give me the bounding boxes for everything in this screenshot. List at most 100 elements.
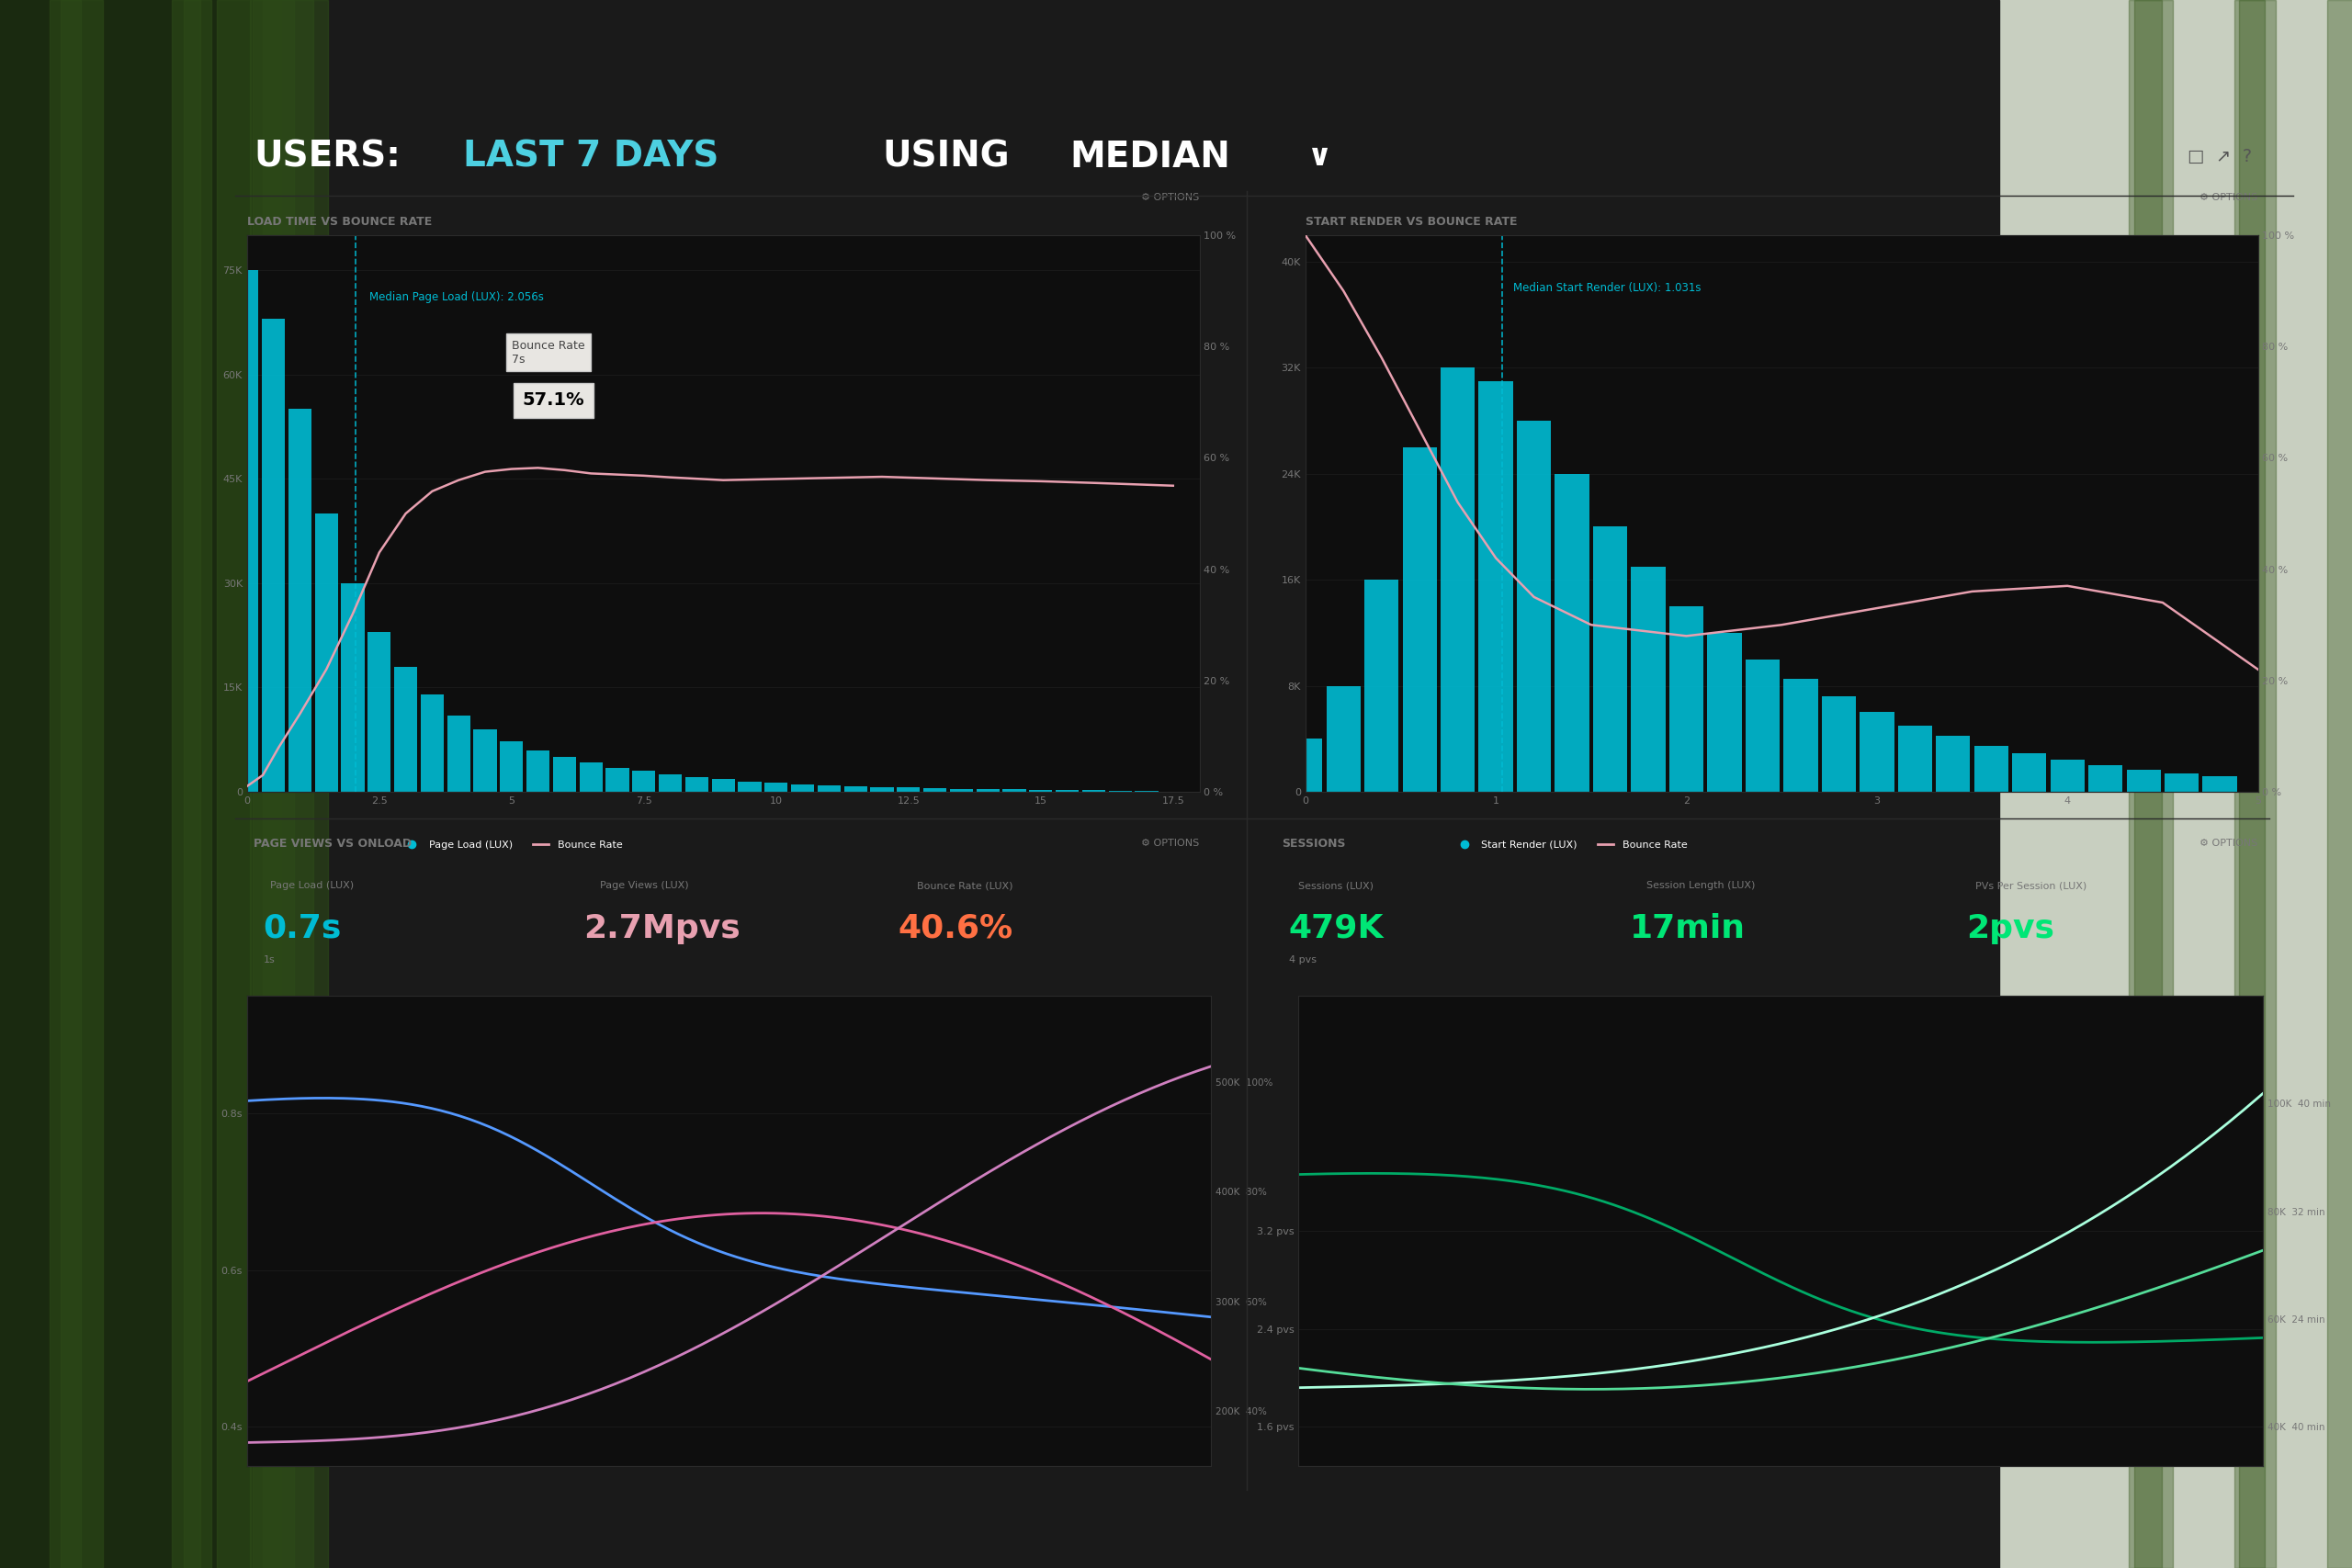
Bar	[1898, 726, 1931, 792]
Bar	[2138, 0, 2171, 1568]
Text: Median Page Load (LUX): 2.056s: Median Page Load (LUX): 2.056s	[369, 290, 543, 303]
Text: PVs Per Session (LUX): PVs Per Session (LUX)	[1976, 881, 2086, 891]
Text: 17min: 17min	[1630, 913, 1745, 944]
Bar	[1973, 745, 2009, 792]
Bar	[924, 789, 946, 792]
Bar	[1479, 381, 1512, 792]
Bar	[473, 729, 496, 792]
Bar	[2063, 0, 2077, 1568]
Bar	[395, 666, 416, 792]
Text: ⚙ OPTIONS: ⚙ OPTIONS	[2199, 193, 2258, 202]
Bar	[1555, 474, 1590, 792]
Bar	[1860, 712, 1893, 792]
Bar	[1030, 790, 1051, 792]
Bar	[579, 762, 602, 792]
Bar	[950, 789, 974, 792]
Bar	[16, 0, 82, 1568]
Bar	[240, 0, 296, 1568]
Text: Median Start Render (LUX): 1.031s: Median Start Render (LUX): 1.031s	[1512, 282, 1700, 293]
Text: START RENDER VS BOUNCE RATE: START RENDER VS BOUNCE RATE	[1305, 216, 1517, 227]
Text: ⚙ OPTIONS: ⚙ OPTIONS	[1141, 193, 1200, 202]
Bar	[282, 0, 1999, 1568]
Bar	[633, 771, 656, 792]
Bar	[235, 270, 259, 792]
Bar	[1708, 633, 1740, 792]
Bar	[2204, 776, 2237, 792]
Bar	[289, 409, 310, 792]
Text: Bounce Rate
7s: Bounce Rate 7s	[513, 340, 586, 365]
Bar	[1517, 420, 1550, 792]
Bar	[739, 781, 762, 792]
Bar	[2147, 0, 2161, 1568]
Bar	[1327, 685, 1359, 792]
Bar	[976, 789, 1000, 792]
Bar	[1936, 735, 1971, 792]
Bar	[1364, 580, 1399, 792]
Bar	[2159, 0, 2192, 1568]
Text: LAST 7 DAYS: LAST 7 DAYS	[463, 140, 720, 174]
Bar	[818, 786, 840, 792]
Bar	[844, 786, 868, 792]
Bar	[713, 779, 734, 792]
Bar	[2164, 773, 2199, 792]
Text: □  ↗  ?: □ ↗ ?	[2187, 147, 2251, 166]
Bar	[1442, 368, 1475, 792]
Bar	[1670, 607, 1703, 792]
Text: 2.7Mpvs: 2.7Mpvs	[583, 913, 741, 944]
Bar	[2013, 753, 2046, 792]
Text: USING: USING	[882, 140, 1009, 174]
Text: ∨: ∨	[1308, 141, 1334, 172]
Text: 1s: 1s	[263, 955, 275, 964]
Bar	[1999, 0, 2352, 1568]
Bar	[2086, 0, 2100, 1568]
Text: 4 pvs: 4 pvs	[1289, 955, 1317, 964]
Text: ⚙ OPTIONS: ⚙ OPTIONS	[1141, 839, 1200, 848]
Text: 40.6%: 40.6%	[898, 913, 1014, 944]
Text: Bounce Rate (LUX): Bounce Rate (LUX)	[917, 881, 1014, 891]
Bar	[896, 787, 920, 792]
Bar	[684, 778, 708, 792]
Text: 0.7s: 0.7s	[263, 913, 341, 944]
Bar	[2089, 765, 2122, 792]
Text: USERS:: USERS:	[254, 140, 400, 174]
Text: ⚙ OPTIONS: ⚙ OPTIONS	[2199, 839, 2258, 848]
Bar	[1402, 447, 1437, 792]
Text: LOAD TIME VS BOUNCE RATE: LOAD TIME VS BOUNCE RATE	[247, 216, 433, 227]
Bar	[1592, 527, 1628, 792]
Text: Page Load (LUX): Page Load (LUX)	[270, 881, 355, 891]
Text: SESSIONS: SESSIONS	[1282, 837, 1345, 850]
Bar	[238, 0, 308, 1568]
Text: 2pvs: 2pvs	[1966, 913, 2056, 944]
Text: MEDIAN: MEDIAN	[1070, 140, 1230, 174]
Legend:   Page Load (LUX),   Bounce Rate: Page Load (LUX), Bounce Rate	[400, 836, 628, 853]
Bar	[527, 750, 550, 792]
Bar	[367, 632, 390, 792]
Bar	[1632, 566, 1665, 792]
Bar	[1289, 739, 1322, 792]
Bar	[421, 695, 445, 792]
Bar	[238, 0, 285, 1568]
Text: 479K: 479K	[1289, 913, 1383, 944]
Bar	[1082, 790, 1105, 792]
Text: 57.1%: 57.1%	[522, 392, 583, 409]
Bar	[447, 715, 470, 792]
Bar	[790, 784, 814, 792]
Bar	[1783, 679, 1818, 792]
Bar	[553, 757, 576, 792]
Bar	[1002, 789, 1025, 792]
Bar	[275, 0, 325, 1568]
Text: Sessions (LUX): Sessions (LUX)	[1298, 881, 1374, 891]
Bar	[764, 782, 788, 792]
Bar	[659, 775, 682, 792]
Text: Bounce Rate
7s: Bounce Rate 7s	[513, 340, 586, 365]
Bar	[1823, 696, 1856, 792]
Bar	[261, 318, 285, 792]
Bar	[315, 514, 339, 792]
Bar	[341, 583, 365, 792]
Bar	[870, 787, 894, 792]
Bar	[198, 0, 226, 1568]
Text: PAGE VIEWS VS ONLOAD: PAGE VIEWS VS ONLOAD	[254, 837, 412, 850]
Bar	[78, 0, 125, 1568]
Bar	[501, 742, 522, 792]
Bar	[0, 0, 282, 1568]
